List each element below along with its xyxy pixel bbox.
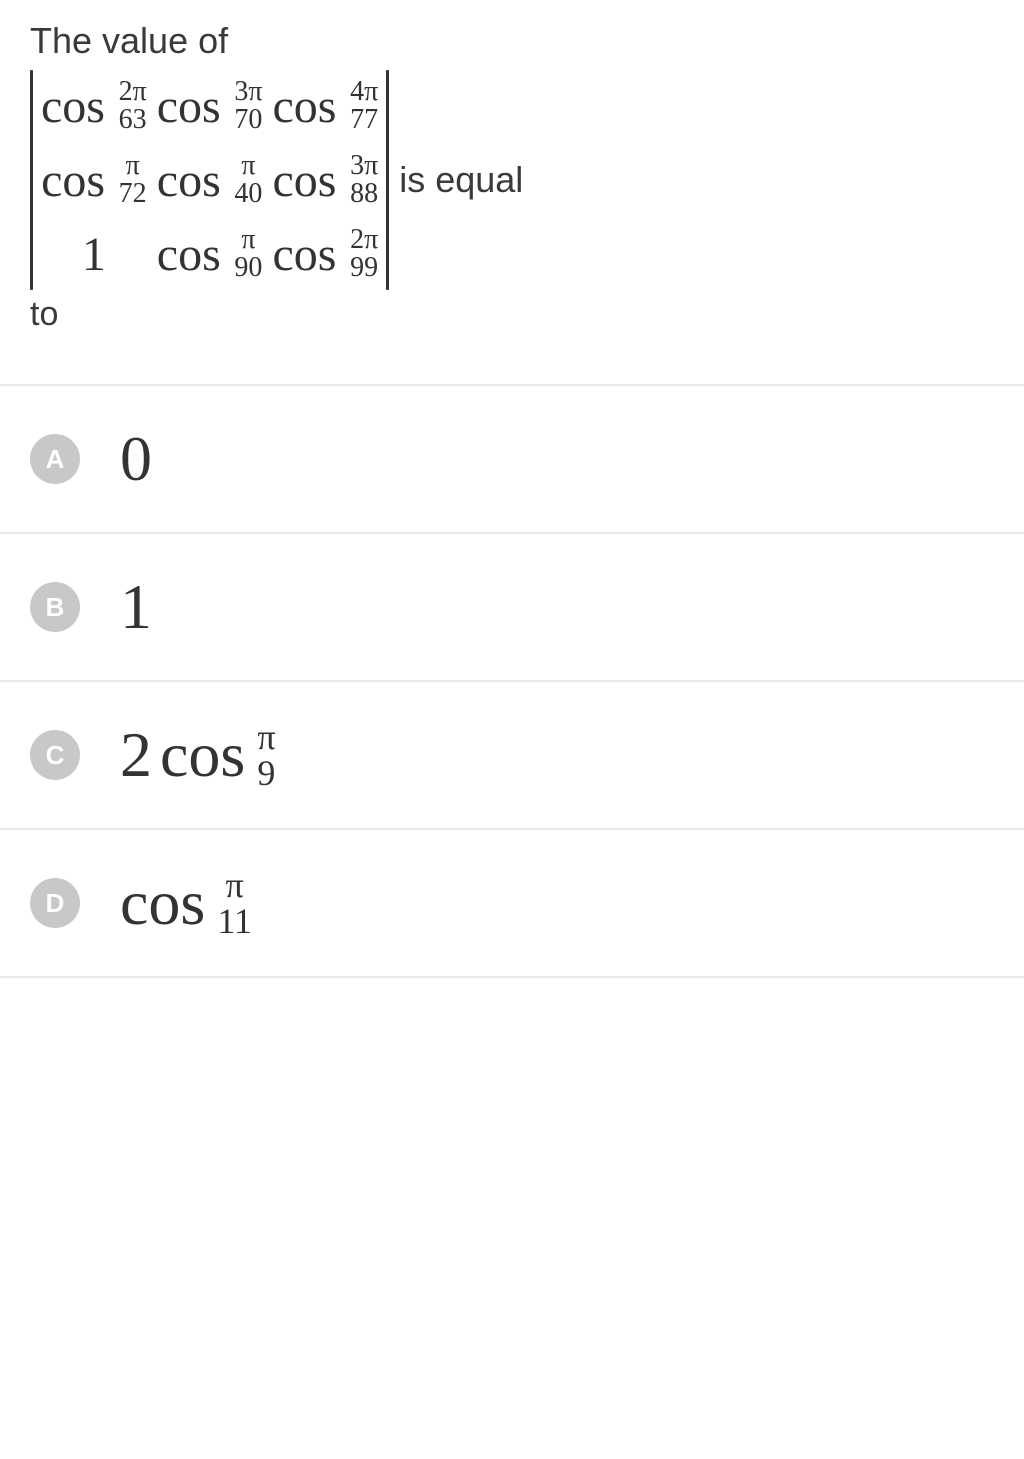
determinant: cos 2π63cos 3π70cos 4π77cos π72cos π40co… xyxy=(30,70,389,290)
det-cell-1-1: cos π40 xyxy=(157,152,263,208)
denominator: 99 xyxy=(350,254,378,282)
fn-label: cos xyxy=(157,153,221,208)
option-badge: A xyxy=(30,434,80,484)
question-suffix: is equal xyxy=(399,159,523,201)
fn-label: cos xyxy=(272,79,336,134)
option-badge: B xyxy=(30,582,80,632)
denominator: 40 xyxy=(234,180,262,208)
fraction: 3π88 xyxy=(350,152,378,208)
fraction: 2π63 xyxy=(119,78,147,134)
numerator: 3π xyxy=(234,78,262,106)
option-badge: C xyxy=(30,730,80,780)
numerator: π xyxy=(126,152,140,180)
denominator: 11 xyxy=(217,903,252,939)
det-cell-1-0: cos π72 xyxy=(41,152,147,208)
det-right-bar xyxy=(386,70,389,290)
denominator: 72 xyxy=(119,180,147,208)
numerator: 3π xyxy=(350,152,378,180)
numerator: 2π xyxy=(119,78,147,106)
option-badge: D xyxy=(30,878,80,928)
fn-label: cos xyxy=(272,227,336,282)
fn-label: cos xyxy=(160,718,245,792)
det-grid: cos 2π63cos 3π70cos 4π77cos π72cos π40co… xyxy=(33,70,386,290)
fraction: π72 xyxy=(119,152,147,208)
det-cell-2-0: 1 xyxy=(41,226,147,282)
options-list: A0B1C2cosπ9Dcosπ11 xyxy=(0,384,1024,978)
question-block: The value of cos 2π63cos 3π70cos 4π77cos… xyxy=(0,0,1024,344)
denominator: 9 xyxy=(257,755,275,791)
option-math: cosπ11 xyxy=(120,866,252,940)
fn-label: cos xyxy=(272,153,336,208)
fraction: π90 xyxy=(234,226,262,282)
det-cell-0-1: cos 3π70 xyxy=(157,78,263,134)
det-cell-1-2: cos 3π88 xyxy=(272,152,378,208)
fraction: π9 xyxy=(257,719,275,791)
fraction: 2π99 xyxy=(350,226,378,282)
denominator: 63 xyxy=(119,106,147,134)
question-trail: to xyxy=(30,295,994,334)
det-cell-2-1: cos π90 xyxy=(157,226,263,282)
fraction: π11 xyxy=(217,867,252,939)
denominator: 77 xyxy=(350,106,378,134)
option-math: 1 xyxy=(120,570,152,644)
denominator: 88 xyxy=(350,180,378,208)
det-cell-0-2: cos 4π77 xyxy=(272,78,378,134)
option-a[interactable]: A0 xyxy=(0,384,1024,532)
numerator: π xyxy=(241,226,255,254)
option-b[interactable]: B1 xyxy=(0,532,1024,680)
option-d[interactable]: Dcosπ11 xyxy=(0,828,1024,978)
option-math: 2cosπ9 xyxy=(120,718,276,792)
coefficient: 2 xyxy=(120,718,152,792)
fraction: π40 xyxy=(234,152,262,208)
numerator: π xyxy=(257,719,275,755)
numerator: π xyxy=(241,152,255,180)
numerator: 4π xyxy=(350,78,378,106)
question-lead: The value of xyxy=(30,20,994,62)
fn-label: cos xyxy=(157,79,221,134)
fn-label: cos xyxy=(41,153,105,208)
det-cell-2-2: cos 2π99 xyxy=(272,226,378,282)
det-cell-0-0: cos 2π63 xyxy=(41,78,147,134)
option-math: 0 xyxy=(120,422,152,496)
fraction: 3π70 xyxy=(234,78,262,134)
determinant-expression: cos 2π63cos 3π70cos 4π77cos π72cos π40co… xyxy=(30,70,994,290)
option-c[interactable]: C2cosπ9 xyxy=(0,680,1024,828)
numerator: π xyxy=(226,867,244,903)
numerator: 2π xyxy=(350,226,378,254)
fraction: 4π77 xyxy=(350,78,378,134)
fn-label: cos xyxy=(157,227,221,282)
fn-label: cos xyxy=(120,866,205,940)
fn-label: cos xyxy=(41,79,105,134)
denominator: 70 xyxy=(234,106,262,134)
denominator: 90 xyxy=(234,254,262,282)
